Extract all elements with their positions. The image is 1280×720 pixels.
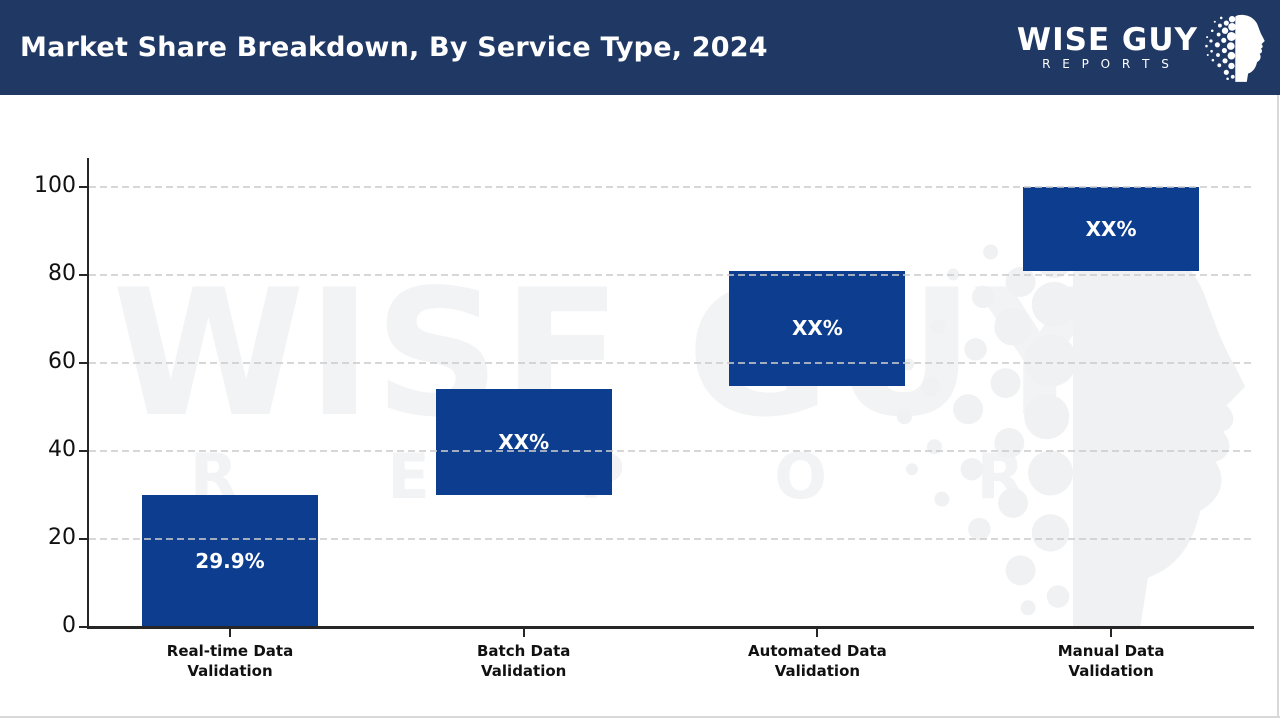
logo-head-icon bbox=[1202, 12, 1266, 84]
gridline bbox=[89, 362, 1253, 364]
bar: XX% bbox=[435, 388, 612, 496]
logo-reports-label: R E P O R T S bbox=[1042, 57, 1173, 72]
x-category-label-line: Validation bbox=[774, 662, 861, 681]
x-category-label-line: Batch Data bbox=[476, 642, 571, 660]
bar: 29.9% bbox=[142, 495, 318, 627]
title-banner: Market Share Breakdown, By Service Type,… bbox=[0, 0, 1280, 95]
y-tick-label: 80 bbox=[48, 261, 76, 286]
y-tick bbox=[79, 626, 88, 628]
bottom-edge-line bbox=[0, 716, 1280, 718]
chart-title: Market Share Breakdown, By Service Type,… bbox=[20, 32, 768, 63]
y-tick bbox=[79, 274, 88, 276]
x-tick bbox=[816, 629, 819, 637]
right-edge-line bbox=[1277, 95, 1279, 717]
x-tick bbox=[1110, 629, 1113, 637]
wiseguy-logo: WISE GUY R E P O R T S bbox=[1017, 12, 1266, 84]
bar: XX% bbox=[729, 270, 906, 387]
gridline bbox=[89, 450, 1253, 452]
bar-value-label: 29.9% bbox=[195, 549, 265, 574]
y-tick bbox=[79, 362, 88, 364]
y-tick bbox=[79, 186, 88, 188]
y-tick-label: 40 bbox=[48, 437, 76, 462]
y-tick-label: 20 bbox=[48, 525, 76, 550]
x-tick bbox=[522, 629, 525, 637]
y-tick-label: 100 bbox=[34, 173, 76, 198]
x-category-label: Automated Data Validation bbox=[667, 641, 967, 682]
gridline bbox=[89, 538, 1253, 540]
logo-wiseguy-label: WISE GUY bbox=[1016, 21, 1198, 58]
x-tick bbox=[229, 629, 231, 637]
x-category-label: Batch Data Validation bbox=[374, 641, 674, 682]
x-axis-line bbox=[87, 626, 1254, 629]
x-category-label: Real-time Data Validation bbox=[80, 641, 380, 682]
y-tick bbox=[79, 538, 88, 540]
x-category-label-line: Automated Data bbox=[748, 642, 887, 660]
y-tick bbox=[79, 450, 88, 452]
y-tick-label: 60 bbox=[48, 349, 76, 374]
x-category-label-line: Validation bbox=[187, 662, 273, 681]
x-category-label: Manual Data Validation bbox=[961, 641, 1261, 682]
bar-value-label: XX% bbox=[1085, 216, 1137, 241]
gridline bbox=[89, 186, 1253, 188]
gridline bbox=[89, 274, 1253, 276]
x-category-label-line: Real-time Data bbox=[166, 642, 294, 660]
wiseguy-logo-text: WISE GUY R E P O R T S bbox=[1017, 24, 1198, 72]
bar: XX% bbox=[1023, 187, 1200, 271]
bar-value-label: XX% bbox=[791, 316, 843, 341]
y-tick-label: 0 bbox=[62, 613, 76, 638]
x-category-label-line: Manual Data bbox=[1057, 642, 1165, 660]
x-category-label-line: Validation bbox=[481, 662, 567, 681]
y-axis-line bbox=[87, 158, 89, 629]
x-category-label-line: Validation bbox=[1068, 662, 1154, 681]
